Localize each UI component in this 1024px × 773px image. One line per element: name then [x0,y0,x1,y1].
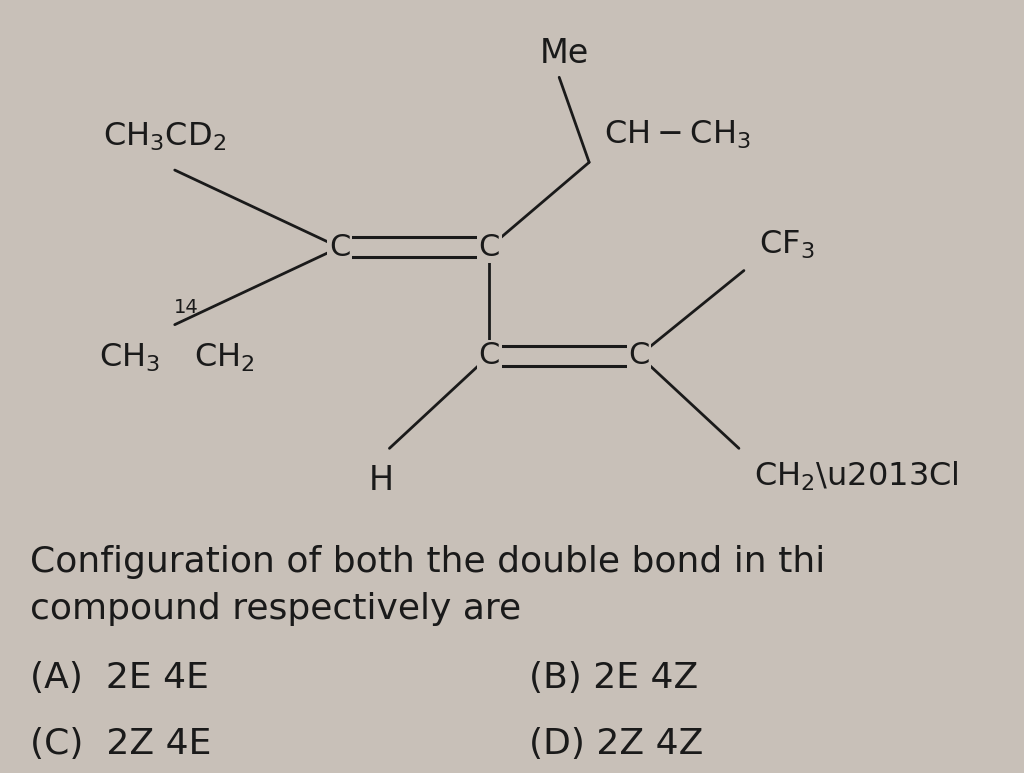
Text: (B) 2E 4Z: (B) 2E 4Z [529,661,698,695]
Text: C: C [478,341,500,370]
Text: H: H [369,464,394,497]
Text: C: C [478,233,500,262]
Text: (A)  2E 4E: (A) 2E 4E [30,661,209,695]
Text: Configuration of both the double bond in thi
compound respectively are: Configuration of both the double bond in… [30,545,825,626]
Text: $\mathregular{CH_3}$: $\mathregular{CH_3}$ [99,342,161,374]
Text: (D) 2Z 4Z: (D) 2Z 4Z [529,727,703,761]
Text: Me: Me [540,36,589,70]
Text: 14: 14 [174,298,199,317]
Text: $\mathregular{CH_3CD_2}$: $\mathregular{CH_3CD_2}$ [103,121,226,153]
Text: $\mathregular{CH-CH_3}$: $\mathregular{CH-CH_3}$ [604,118,751,151]
Text: $\mathregular{CH_2}$: $\mathregular{CH_2}$ [195,342,255,374]
Text: $\mathregular{CH_2}$\u2013Cl: $\mathregular{CH_2}$\u2013Cl [754,460,958,493]
Text: $\mathregular{CF_3}$: $\mathregular{CF_3}$ [759,229,814,261]
Text: C: C [329,233,350,262]
Text: (C)  2Z 4E: (C) 2Z 4E [30,727,211,761]
Text: C: C [629,341,650,370]
